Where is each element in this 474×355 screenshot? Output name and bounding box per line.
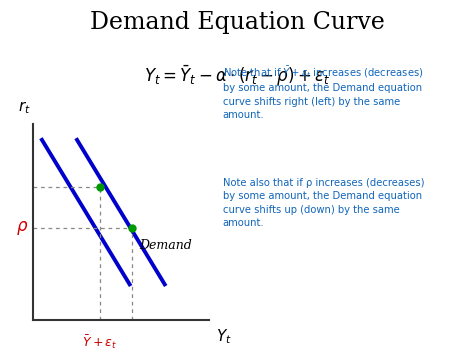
Text: $Y_t = \bar{Y}_t - \alpha \cdot (r_t - \rho) + \varepsilon_t$: $Y_t = \bar{Y}_t - \alpha \cdot (r_t - \…	[144, 64, 330, 88]
Text: $Y_t$: $Y_t$	[216, 327, 231, 346]
Text: $r_t$: $r_t$	[18, 100, 31, 116]
Text: Demand: Demand	[139, 239, 192, 252]
Text: $\rho$: $\rho$	[16, 219, 28, 237]
Text: $\bar{Y} + \varepsilon_t$: $\bar{Y} + \varepsilon_t$	[82, 333, 118, 351]
Text: Demand Equation Curve: Demand Equation Curve	[90, 11, 384, 34]
Text: Note that if $\bar{Y} + \varepsilon_t$ increases (decreases)
by some amount, the: Note that if $\bar{Y} + \varepsilon_t$ i…	[223, 64, 423, 120]
Text: Note also that if ρ increases (decreases)
by some amount, the Demand equation
cu: Note also that if ρ increases (decreases…	[223, 178, 424, 228]
